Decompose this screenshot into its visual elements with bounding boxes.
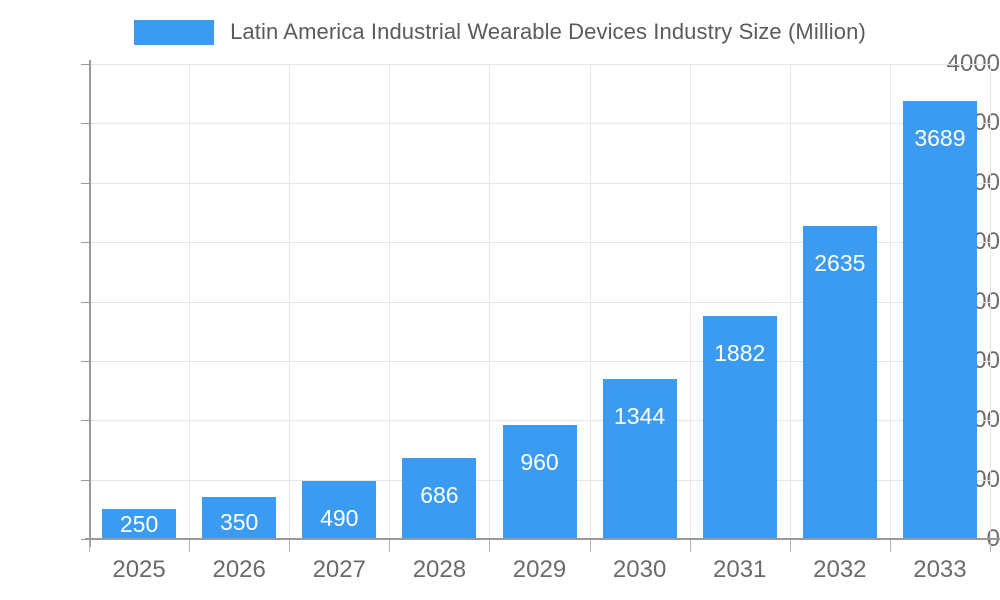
bar-value-label: 350 — [219, 509, 259, 535]
vertical-gridline — [790, 64, 791, 539]
bar[interactable]: 3689 — [902, 100, 977, 539]
bar[interactable]: 2635 — [802, 226, 877, 539]
x-tick-label: 2030 — [612, 556, 667, 583]
plot-area: 250 350 490 686 960 1344 1882 2635 3689 — [89, 64, 991, 540]
bar[interactable]: 250 — [102, 509, 177, 539]
x-tick-mark — [890, 540, 891, 552]
chart-legend: Latin America Industrial Wearable Device… — [0, 14, 1000, 50]
x-tick-mark — [489, 540, 490, 552]
bar[interactable]: 686 — [402, 457, 477, 539]
y-tick-mark — [81, 301, 89, 303]
vertical-gridline — [690, 64, 691, 539]
gridline — [89, 242, 990, 244]
legend-series-label: Latin America Industrial Wearable Device… — [230, 19, 866, 44]
vertical-gridline — [189, 64, 190, 539]
vertical-gridline — [489, 64, 490, 539]
gridline — [89, 360, 990, 362]
vertical-gridline — [990, 64, 991, 539]
x-tick-mark — [189, 540, 190, 552]
bar[interactable]: 1344 — [602, 379, 677, 539]
vertical-gridline — [389, 64, 390, 539]
x-tick-label: 2026 — [212, 556, 266, 583]
x-tick-label: 2028 — [412, 556, 467, 583]
vertical-gridline — [289, 64, 290, 539]
y-tick-mark — [81, 242, 89, 244]
y-tick-mark — [81, 64, 89, 65]
bar[interactable]: 1882 — [702, 315, 777, 539]
bar-value-label: 960 — [520, 449, 559, 475]
bar-value-label: 3689 — [914, 124, 966, 151]
gridline — [89, 420, 990, 422]
vertical-gridline — [590, 64, 591, 539]
bar[interactable]: 490 — [302, 480, 377, 539]
bar-value-label: 2635 — [814, 250, 866, 277]
x-tick-mark — [89, 540, 90, 552]
x-tick-label: 2033 — [913, 556, 967, 583]
y-tick-label: 4000 — [946, 50, 1000, 77]
y-tick-mark — [81, 420, 89, 422]
gridline — [89, 301, 990, 303]
x-tick-mark — [690, 540, 691, 552]
bar-value-label: 1344 — [614, 403, 666, 430]
x-tick-mark — [590, 540, 591, 552]
bar[interactable]: 350 — [202, 497, 277, 539]
y-axis-line — [89, 60, 91, 547]
x-tick-mark — [790, 540, 791, 552]
gridline — [89, 123, 990, 125]
bar-value-label: 1882 — [714, 339, 766, 366]
legend-color-swatch — [134, 19, 215, 45]
y-tick-mark — [81, 182, 89, 184]
x-axis-line — [85, 538, 1000, 540]
gridline — [89, 182, 990, 184]
y-tick-mark — [81, 360, 89, 362]
vertical-gridline — [890, 64, 891, 539]
bar-value-label: 490 — [320, 504, 359, 531]
x-tick-mark — [990, 540, 991, 552]
x-tick-mark — [289, 540, 290, 552]
bar-value-label: 686 — [420, 481, 459, 508]
x-tick-label: 2025 — [112, 556, 166, 583]
x-tick-label: 2031 — [713, 556, 767, 583]
y-tick-mark — [81, 123, 89, 125]
x-tick-label: 2029 — [512, 556, 567, 583]
bar[interactable]: 960 — [502, 425, 577, 539]
x-tick-mark — [389, 540, 390, 552]
y-tick-mark — [81, 479, 89, 481]
x-tick-label: 2032 — [813, 556, 867, 583]
gridline — [89, 64, 990, 65]
bar-value-label: 250 — [119, 511, 159, 538]
x-tick-label: 2027 — [312, 556, 366, 583]
